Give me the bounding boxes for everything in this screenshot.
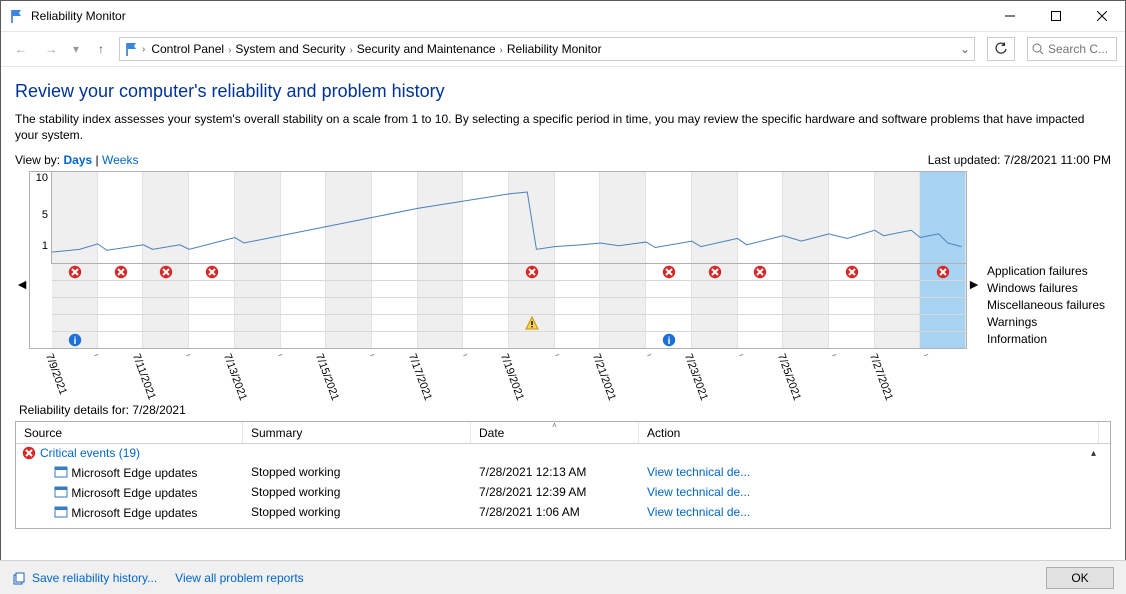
event-row-label: Windows failures (987, 280, 1111, 297)
cell-source: Microsoft Edge updates (16, 485, 243, 500)
event-row: ii (52, 332, 966, 349)
collapse-icon[interactable]: ▴ (1091, 448, 1096, 459)
description: The stability index assesses your system… (15, 112, 1111, 143)
event-row-label: Miscellaneous failures (987, 297, 1111, 314)
save-history-link[interactable]: Save reliability history... (32, 571, 157, 585)
content: Review your computer's reliability and p… (1, 67, 1125, 421)
column-header[interactable]: Date˄ (471, 422, 639, 443)
search-icon (1032, 43, 1044, 55)
recent-dropdown[interactable]: ▾ (69, 37, 83, 61)
event-row (52, 298, 966, 315)
back-button[interactable]: ← (9, 37, 33, 61)
event-row-label: Information (987, 331, 1111, 348)
minimize-button[interactable] (987, 1, 1033, 31)
cell-date: 7/28/2021 1:06 AM (471, 505, 639, 519)
page-title: Review your computer's reliability and p… (15, 81, 1111, 102)
svg-text:i: i (668, 336, 671, 347)
table-row[interactable]: Microsoft Edge updatesStopped working7/2… (16, 502, 1110, 522)
breadcrumb-item[interactable]: System and Security (231, 42, 349, 56)
table-header: SourceSummaryDate˄Action (16, 422, 1110, 444)
column-header[interactable]: Summary (243, 422, 471, 443)
flag-icon (124, 41, 140, 57)
cell-summary: Stopped working (243, 465, 471, 479)
app-failure-icon (845, 265, 859, 279)
ytick: 5 (42, 209, 48, 221)
app-failure-icon (525, 265, 539, 279)
titlebar: Reliability Monitor (1, 1, 1125, 31)
viewby-separator: | (96, 153, 99, 167)
cell-source: Microsoft Edge updates (16, 465, 243, 480)
event-row-label: Warnings (987, 314, 1111, 331)
breadcrumb-item[interactable]: Control Panel (147, 42, 228, 56)
column-header[interactable]: Action (639, 422, 1099, 443)
refresh-button[interactable] (987, 37, 1015, 61)
table-body: Critical events (19) ▴ Microsoft Edge upd… (16, 444, 1110, 529)
window-title: Reliability Monitor (31, 9, 126, 23)
address-bar[interactable]: › Control Panel›System and Security›Secu… (119, 37, 975, 61)
svg-text:i: i (73, 336, 76, 347)
viewby-days[interactable]: Days (63, 153, 92, 167)
table-row[interactable]: Microsoft Edge updatesStopped working7/2… (16, 482, 1110, 502)
info-icon: i (68, 333, 82, 347)
forward-button[interactable]: → (39, 37, 63, 61)
app-failure-icon (753, 265, 767, 279)
event-row (52, 264, 966, 281)
copy-icon (12, 571, 26, 585)
cell-action-link[interactable]: View technical de... (639, 465, 1099, 479)
reliability-chart[interactable]: 1051 ii (29, 171, 967, 349)
app-failure-icon (159, 265, 173, 279)
chart-xaxis: 7/9/20217/11/20217/13/20217/15/20217/17/… (51, 349, 967, 391)
app-failure-icon (68, 265, 82, 279)
toolbar: ← → ▾ ↑ › Control Panel›System and Secur… (1, 31, 1125, 67)
footer: Save reliability history... View all pro… (0, 560, 1126, 594)
details-header-date: 7/28/2021 (132, 403, 185, 417)
view-all-reports-link[interactable]: View all problem reports (175, 571, 304, 585)
maximize-button[interactable] (1033, 1, 1079, 31)
cell-date: 7/28/2021 12:13 AM (471, 465, 639, 479)
ytick: 10 (36, 172, 48, 184)
chart-scroll-right[interactable]: ► (967, 171, 981, 397)
ok-button[interactable]: OK (1046, 567, 1114, 589)
event-row (52, 315, 966, 332)
search-box[interactable] (1027, 37, 1117, 61)
app-failure-icon (114, 265, 128, 279)
sort-indicator-icon: ˄ (552, 421, 557, 430)
app-failure-icon (708, 265, 722, 279)
viewby-weeks[interactable]: Weeks (102, 153, 138, 167)
breadcrumb-item[interactable]: Reliability Monitor (503, 42, 606, 56)
info-icon: i (662, 333, 676, 347)
cell-action-link[interactable]: View technical de... (639, 485, 1099, 499)
stability-line (52, 172, 966, 263)
event-rows: ii (52, 264, 966, 348)
app-failure-icon (662, 265, 676, 279)
close-button[interactable] (1079, 1, 1125, 31)
warning-icon (525, 316, 539, 330)
last-updated: Last updated: 7/28/2021 11:00 PM (928, 153, 1111, 167)
cell-source: Microsoft Edge updates (16, 505, 243, 520)
event-row-label: Application failures (987, 263, 1111, 280)
cell-summary: Stopped working (243, 485, 471, 499)
event-row-labels: Application failuresWindows failuresMisc… (981, 171, 1111, 397)
app-failure-icon (205, 265, 219, 279)
chart-yaxis: 10 5 1 (30, 172, 52, 264)
ytick: 1 (42, 240, 48, 252)
up-button[interactable]: ↑ (89, 37, 113, 61)
cell-summary: Stopped working (243, 505, 471, 519)
table-row[interactable]: Microsoft Edge updatesStopped working7/2… (16, 462, 1110, 482)
chevron-down-icon[interactable]: ⌄ (960, 42, 970, 56)
search-input[interactable] (1048, 42, 1108, 56)
breadcrumb-item[interactable]: Security and Maintenance (353, 42, 500, 56)
group-label: Critical events (19) (40, 446, 140, 460)
cell-date: 7/28/2021 12:39 AM (471, 485, 639, 499)
app-failure-icon (936, 265, 950, 279)
viewby-label: View by: (15, 153, 60, 167)
group-row[interactable]: Critical events (19) ▴ (16, 444, 1110, 462)
column-header[interactable]: Source (16, 422, 243, 443)
event-row (52, 281, 966, 298)
cell-action-link[interactable]: View technical de... (639, 505, 1099, 519)
flag-icon (9, 8, 25, 24)
chevron-right-icon: › (142, 44, 145, 55)
details-table: SourceSummaryDate˄Action Critical events… (15, 421, 1111, 529)
